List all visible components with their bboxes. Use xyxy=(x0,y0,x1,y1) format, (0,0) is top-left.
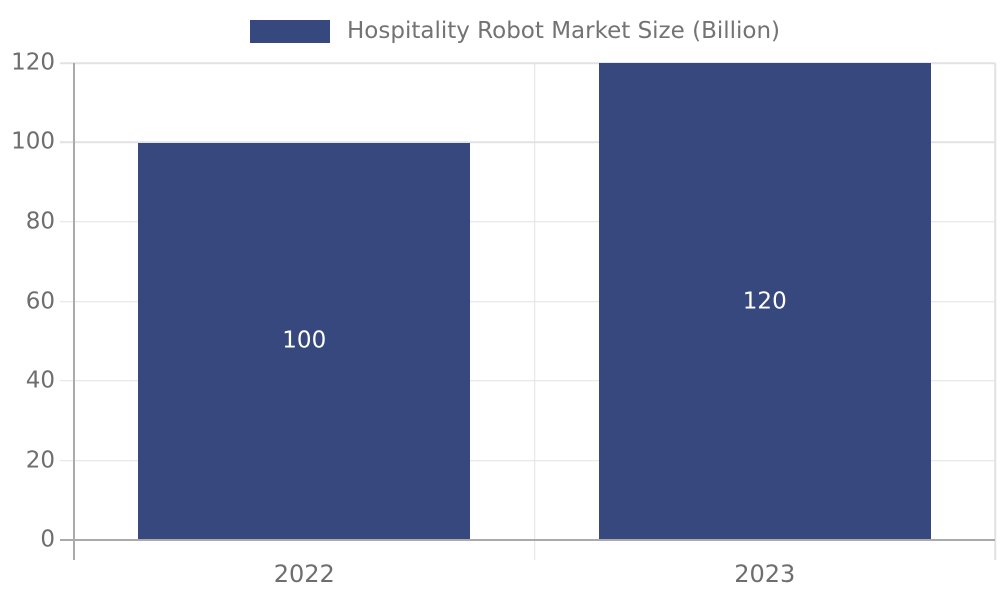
y-gridline-20 xyxy=(60,459,995,462)
y-gridline-40 xyxy=(60,380,995,382)
x-tick-label-2023: 2023 xyxy=(734,560,796,588)
bar-2022 xyxy=(138,142,471,540)
bar-value-label-2022: 100 xyxy=(282,327,327,354)
y-gridline-80 xyxy=(60,221,995,223)
x-axis-tick-labels: 2022 2023 xyxy=(74,540,995,600)
legend: Hospitality Robot Market Size (Billion) xyxy=(250,20,780,43)
v-gridline-1 xyxy=(533,63,536,560)
bar-value-label-2023: 120 xyxy=(742,288,787,314)
legend-swatch xyxy=(250,20,330,43)
v-gridline-2 xyxy=(994,63,996,560)
legend-label: Hospitality Robot Market Size (Billion) xyxy=(347,18,781,44)
plot-area: 100 120 xyxy=(60,62,996,560)
y-gridline-60 xyxy=(60,300,995,303)
y-tick-label-120: 120 xyxy=(11,49,55,76)
x-axis-line xyxy=(60,539,995,541)
y-axis-tick-labels: 0 20 40 60 80 100 120 xyxy=(0,51,55,551)
y-tick-label-40: 40 xyxy=(25,367,55,394)
y-tick-label-0: 0 xyxy=(40,526,55,553)
y-tick-label-20: 20 xyxy=(25,447,55,473)
y-tick-label-100: 100 xyxy=(11,128,55,155)
x-tick-label-2022: 2022 xyxy=(273,560,335,588)
y-gridline-120 xyxy=(60,62,995,64)
bar-2023 xyxy=(598,63,931,540)
y-gridline-100 xyxy=(60,141,995,144)
y-axis-line xyxy=(73,63,75,560)
y-tick-label-60: 60 xyxy=(25,288,55,314)
y-tick-label-80: 80 xyxy=(25,208,55,235)
